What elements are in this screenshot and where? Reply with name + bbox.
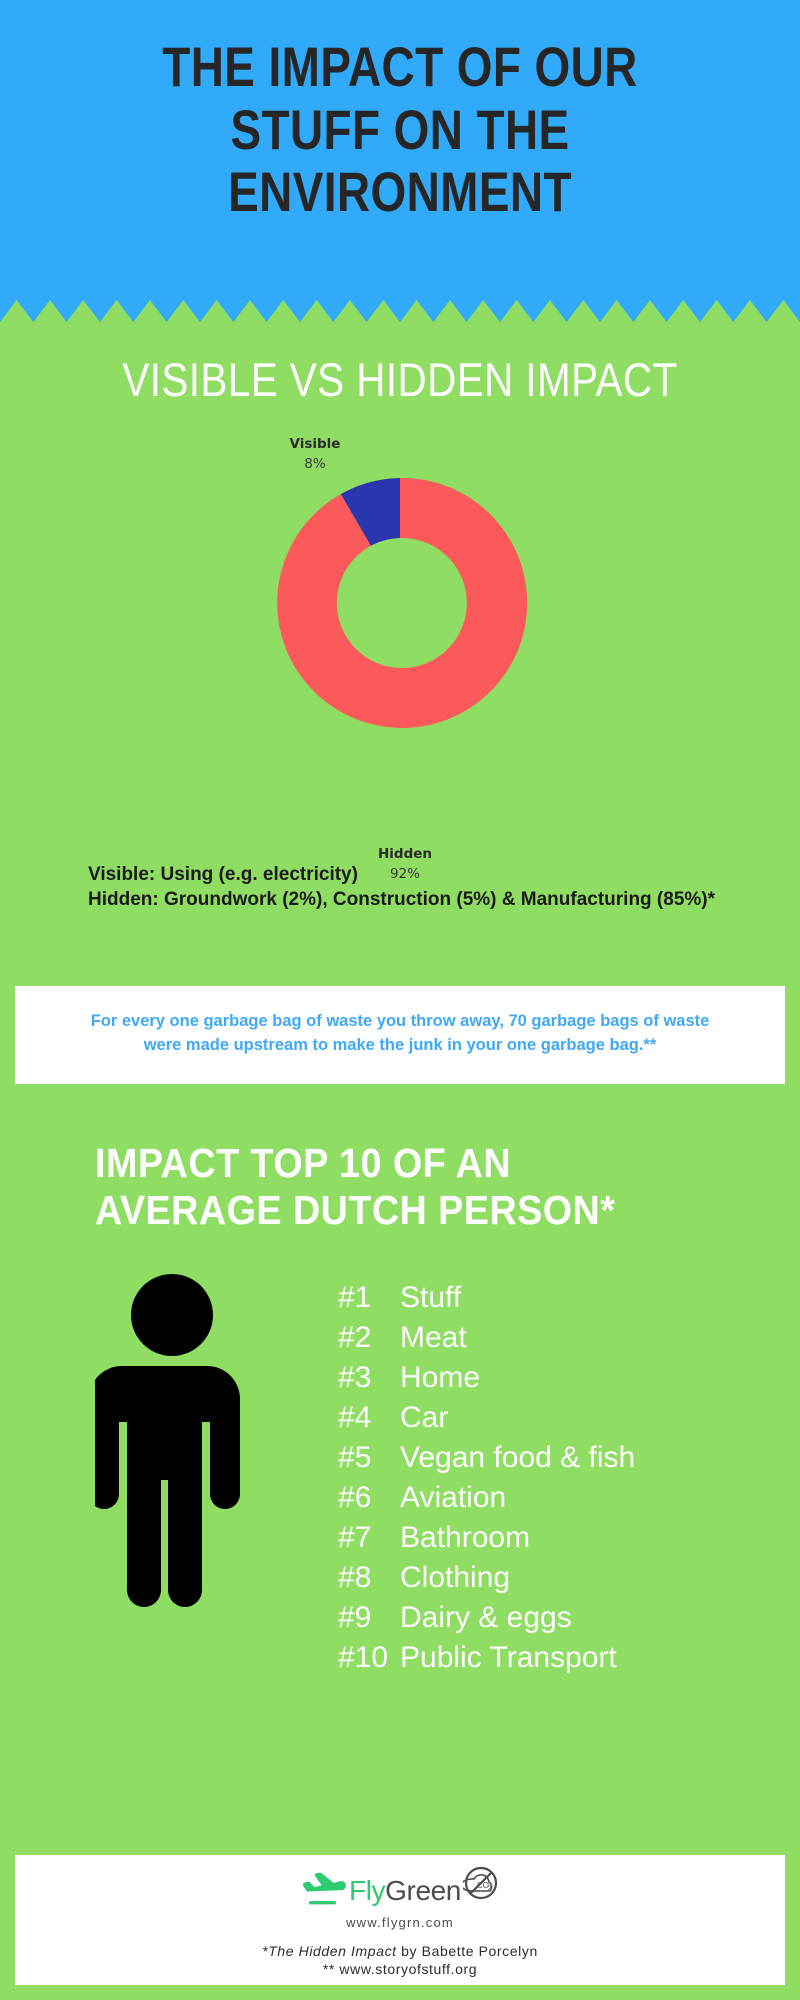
list-item-label: Stuff (400, 1281, 462, 1314)
chart-label-hidden: Hidden (377, 846, 433, 862)
list-item-label: Aviation (400, 1481, 507, 1514)
list-item-label: Dairy & eggs (400, 1601, 572, 1634)
list-item-rank: #10 (338, 1641, 389, 1674)
list-item: #3 Home (338, 1358, 698, 1398)
list-item-label: Car (400, 1401, 449, 1434)
logo-green-text: Green (385, 1875, 461, 1906)
list-item-rank: #8 (338, 1561, 372, 1594)
list-item: #6 Aviation (338, 1478, 698, 1518)
list-item-rank: #7 (338, 1521, 372, 1554)
list-item-label: Home (400, 1361, 481, 1394)
logo-fly-text: Fly (349, 1875, 386, 1906)
credit-author: by Babette Porcelyn (396, 1943, 538, 1959)
donut-svg (277, 477, 528, 728)
legend-line-hidden: Hidden: Groundwork (2%), Construction (5… (88, 889, 716, 911)
credit-line-2: ** www.storyofstuff.org (322, 1961, 478, 1977)
chart-legend: Visible: Using (e.g. electricity) Hidden… (88, 862, 728, 912)
donut-slice-hidden (277, 477, 528, 728)
chart-value-visible: 8% (304, 456, 326, 472)
header-banner: THE IMPACT OF OUR STUFF ON THE ENVIRONME… (0, 0, 800, 310)
section-title-visible-vs-hidden: VISIBLE VS HIDDEN IMPACT (122, 353, 678, 406)
donut-slice-visible (340, 478, 400, 546)
page-title: THE IMPACT OF OUR STUFF ON THE ENVIRONME… (162, 35, 638, 224)
list-item-rank: #3 (338, 1361, 372, 1394)
top-10-list: #1 Stuff #2 Meat #3 Home #4 Car #5 Vegan… (338, 1278, 698, 1678)
legend-line-visible: Visible: Using (e.g. electricity) (88, 864, 358, 885)
list-item: #1 Stuff (338, 1278, 698, 1318)
list-item-label: Vegan food & fish (400, 1441, 636, 1474)
list-item-label: Bathroom (400, 1521, 531, 1554)
list-item-rank: #4 (338, 1401, 372, 1434)
list-item: #9 Dairy & eggs (338, 1598, 698, 1638)
list-item-rank: #1 (338, 1281, 372, 1314)
list-item: #8 Clothing (338, 1558, 698, 1598)
zigzag-divider (0, 296, 800, 336)
list-item-rank: #6 (338, 1481, 372, 1514)
chart-label-visible: Visible (289, 436, 341, 452)
no-co2-icon: CO 2 (462, 1866, 498, 1900)
footer-panel: FlyGreen CO 2 www.flygrn.com *The Hidden… (15, 1855, 785, 1985)
list-item-label: Clothing (400, 1561, 511, 1594)
logo-url[interactable]: www.flygrn.com (346, 1915, 454, 1930)
list-item-label: Public Transport (400, 1641, 617, 1674)
flygreen-logo[interactable]: FlyGreen CO 2 (15, 1865, 785, 1917)
section-title-top-10: IMPACT TOP 10 OF AN AVERAGE DUTCH PERSON… (95, 1140, 616, 1234)
list-item-rank: #9 (338, 1601, 372, 1634)
chart-value-hidden: 92% (389, 866, 420, 882)
donut-chart: Visible 8% Hidden 92% (0, 430, 800, 882)
logo-text: FlyGreen (349, 1875, 461, 1907)
person-silhouette-icon (95, 1274, 240, 1607)
list-item: #4 Car (338, 1398, 698, 1438)
list-item: #2 Meat (338, 1318, 698, 1358)
callout-panel: For every one garbage bag of waste you t… (15, 986, 785, 1084)
credit-title-italic: *The Hidden Impact (262, 1943, 397, 1959)
list-item-rank: #5 (338, 1441, 372, 1474)
airplane-icon (302, 1872, 346, 1905)
list-item: #10 Public Transport (338, 1638, 698, 1678)
list-item: #5 Vegan food & fish (338, 1438, 698, 1478)
credit-line-1: *The Hidden Impact by Babette Porcelyn (15, 1943, 785, 1959)
list-item-label: Meat (400, 1321, 467, 1354)
svg-text:2: 2 (488, 1886, 492, 1892)
callout-text: For every one garbage bag of waste you t… (90, 1012, 710, 1054)
list-item: #7 Bathroom (338, 1518, 698, 1558)
list-item-rank: #2 (338, 1321, 372, 1354)
svg-text:CO: CO (477, 1881, 489, 1890)
